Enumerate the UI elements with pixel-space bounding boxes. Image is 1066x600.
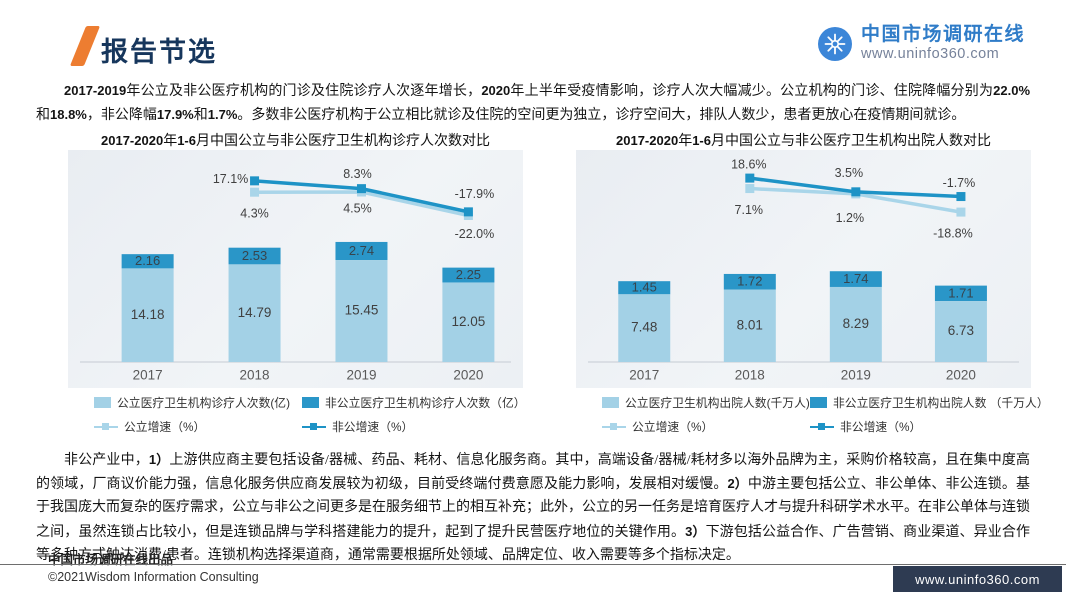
legend-label: 公立医疗卫生机构诊疗人次数(亿) [117, 396, 291, 410]
svg-text:18.6%: 18.6% [731, 157, 766, 171]
logo-texts: 中国市场调研在线 www.uninfo360.com [861, 24, 1025, 63]
svg-text:17.1%: 17.1% [213, 172, 248, 186]
svg-text:4.3%: 4.3% [240, 206, 268, 220]
chart-discharge-plot: 1.45 7.48 2017 1.72 8.01 2018 1.74 8.29 2019 1.71… [576, 150, 1031, 388]
svg-text:2.25: 2.25 [456, 267, 481, 282]
legend-label: 非公增速（%） [332, 420, 414, 434]
svg-text:1.45: 1.45 [632, 280, 657, 295]
legend-item: 公立增速（%） [94, 418, 302, 435]
legend-item: 非公立医疗卫生机构出院人数 （千万人） [810, 394, 1049, 411]
page-title: 报告节选 [101, 37, 217, 67]
svg-text:-22.0%: -22.0% [455, 227, 495, 241]
svg-text:2018: 2018 [240, 368, 270, 383]
svg-text:7.48: 7.48 [631, 320, 657, 335]
svg-text:1.71: 1.71 [948, 285, 973, 300]
svg-text:-1.7%: -1.7% [943, 176, 976, 190]
snowflake-icon [818, 27, 852, 61]
legend-bar-swatch [302, 397, 319, 408]
svg-text:1.74: 1.74 [843, 271, 868, 286]
analysis-paragraph: 非公产业中，1）上游供应商主要包括设备/器械、药品、耗材、信息化服务商。其中，高… [36, 452, 1031, 563]
chart-title-outpatient: 2017-2020年1-6月中国公立与非公医疗卫生机构诊疗人次数对比 [101, 133, 490, 149]
svg-text:2.74: 2.74 [349, 243, 374, 258]
legend-item: 非公增速（%） [302, 418, 526, 435]
legend-line-swatch [302, 422, 326, 431]
svg-text:8.3%: 8.3% [343, 167, 372, 181]
legend-item: 公立医疗卫生机构诊疗人次数(亿) [94, 394, 302, 411]
svg-text:4.5%: 4.5% [343, 201, 372, 215]
svg-text:15.45: 15.45 [345, 303, 379, 318]
svg-text:-18.8%: -18.8% [933, 226, 973, 240]
legend-item: 公立医疗卫生机构出院人数(千万人) [602, 394, 810, 411]
legend-bar-swatch [602, 397, 619, 408]
chart-discharge-canvas: 1.45 7.48 2017 1.72 8.01 2018 1.74 8.29 2019 1.71… [588, 157, 1019, 383]
svg-text:3.5%: 3.5% [835, 166, 864, 180]
legend-line-swatch [602, 422, 626, 431]
chart-outpatient-canvas: 2.16 14.18 2017 2.53 14.79 2018 2.74 15.45 2019 2… [80, 167, 511, 383]
svg-text:2019: 2019 [346, 368, 376, 383]
legend-label: 公立增速（%） [632, 420, 714, 434]
legend-label: 公立医疗卫生机构出院人数(千万人) [625, 396, 810, 410]
legend-bar-swatch [810, 397, 827, 408]
legend-label: 非公立医疗卫生机构出院人数 （千万人） [833, 396, 1049, 410]
accent-slash-icon [69, 26, 101, 66]
chart-outpatient-legend: 公立医疗卫生机构诊疗人次数(亿) 非公立医疗卫生机构诊疗人次数（亿） 公立增速（%）… [68, 394, 526, 435]
chart-discharge-legend: 公立医疗卫生机构出院人数(千万人) 非公立医疗卫生机构出院人数 （千万人） 公立增速… [576, 394, 1049, 435]
footer-site-badge: www.uninfo360.com [893, 566, 1062, 592]
logo-name: 中国市场调研在线 [861, 24, 1026, 45]
legend-label: 公立增速（%） [124, 420, 206, 434]
svg-text:2017: 2017 [133, 368, 163, 383]
site-logo: 中国市场调研在线 www.uninfo360.com [818, 24, 1025, 63]
svg-text:1.2%: 1.2% [836, 211, 865, 225]
legend-item: 公立增速（%） [602, 418, 810, 435]
svg-text:1.72: 1.72 [737, 274, 762, 289]
footer-divider [0, 564, 1066, 565]
intro-paragraph: 2017-2019年公立及非公医疗机构的门诊及住院诊疗人次逐年增长，2020年上… [36, 83, 1031, 124]
svg-text:8.01: 8.01 [737, 317, 763, 332]
svg-text:2018: 2018 [735, 368, 765, 383]
svg-text:14.18: 14.18 [131, 307, 165, 322]
legend-line-swatch [94, 422, 118, 431]
legend-bar-swatch [94, 397, 111, 408]
svg-text:2.53: 2.53 [242, 248, 267, 263]
legend-label: 非公增速（%） [840, 420, 922, 434]
svg-text:-17.9%: -17.9% [455, 187, 495, 201]
svg-text:2020: 2020 [453, 368, 483, 383]
chart-title-discharge: 2017-2020年1-6月中国公立与非公医疗卫生机构出院人数对比 [616, 133, 991, 149]
chart-outpatient-plot: 2.16 14.18 2017 2.53 14.79 2018 2.74 15.45 2019 2… [68, 150, 523, 388]
svg-text:14.79: 14.79 [238, 305, 272, 320]
svg-text:7.1%: 7.1% [735, 203, 764, 217]
legend-item: 非公增速（%） [810, 418, 1049, 435]
svg-text:8.29: 8.29 [843, 316, 869, 331]
svg-text:2019: 2019 [841, 368, 871, 383]
svg-text:12.05: 12.05 [452, 314, 486, 329]
legend-item: 非公立医疗卫生机构诊疗人次数（亿） [302, 394, 526, 411]
logo-url: www.uninfo360.com [861, 46, 1000, 62]
legend-label: 非公立医疗卫生机构诊疗人次数（亿） [325, 396, 526, 410]
svg-text:2020: 2020 [946, 368, 976, 383]
svg-text:6.73: 6.73 [948, 323, 974, 338]
footer-produced-by: 中国市场调研在线出品 [48, 553, 174, 567]
legend-line-swatch [810, 422, 834, 431]
svg-text:2017: 2017 [629, 368, 659, 383]
footer-copyright: ©2021Wisdom Information Consulting [48, 570, 259, 584]
svg-text:2.16: 2.16 [135, 253, 160, 268]
